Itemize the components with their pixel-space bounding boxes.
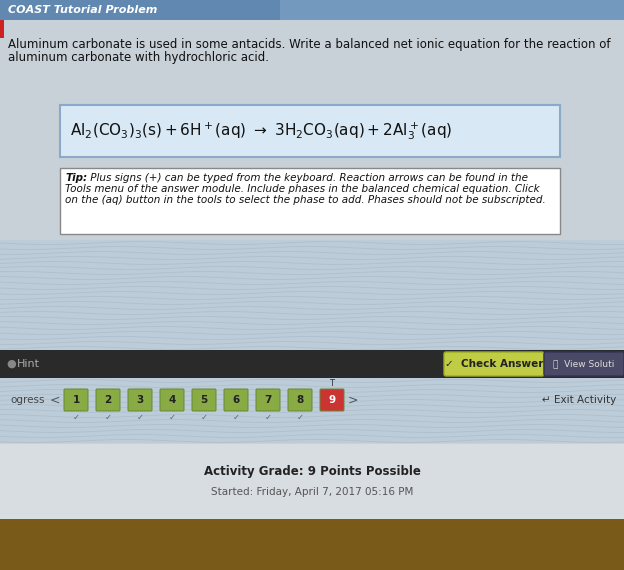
Text: 8: 8 [296,395,304,405]
Bar [0,444,624,519]
FancyBboxPatch shape [192,389,216,411]
Bar [0,378,624,443]
Text: Aluminum carbonate is used in some antacids. Write a balanced net ionic equation: Aluminum carbonate is used in some antac… [8,38,610,51]
Text: <: < [50,393,61,406]
Text: ✓: ✓ [104,413,112,421]
Text: 6: 6 [232,395,240,405]
Text: Started: Friday, April 7, 2017 05:16 PM: Started: Friday, April 7, 2017 05:16 PM [211,487,413,497]
Text: 5: 5 [200,395,208,405]
Bar [280,0,624,20]
FancyBboxPatch shape [544,352,624,376]
Bar [60,105,560,157]
Text: >: > [348,393,359,406]
Text: 🔍  View Soluti: 🔍 View Soluti [553,360,615,368]
Bar [0,240,624,350]
FancyBboxPatch shape [128,389,152,411]
Bar [0,0,624,20]
FancyBboxPatch shape [444,352,544,376]
Bar [0,519,624,570]
Bar [60,168,560,234]
Text: ✓: ✓ [200,413,208,421]
Text: ✓  Check Answer: ✓ Check Answer [445,359,543,369]
Text: ✓: ✓ [233,413,240,421]
Text: 4: 4 [168,395,176,405]
FancyBboxPatch shape [64,389,88,411]
Text: ✓: ✓ [137,413,144,421]
FancyBboxPatch shape [96,389,120,411]
FancyBboxPatch shape [288,389,312,411]
Text: 1: 1 [72,395,80,405]
Text: ✓: ✓ [265,413,271,421]
FancyBboxPatch shape [160,389,184,411]
Bar [0,20,4,38]
Text: ogress: ogress [10,395,44,405]
Text: ✓: ✓ [296,413,303,421]
Text: $\mathregular{Al_2(CO_3)_3(s)+6H^+(aq)\ \rightarrow\ 3H_2CO_3(aq)+2Al_3^+(aq)}$: $\mathregular{Al_2(CO_3)_3(s)+6H^+(aq)\ … [70,120,452,142]
FancyBboxPatch shape [320,389,344,411]
Text: ✓: ✓ [72,413,79,421]
Text: Hint: Hint [17,359,40,369]
Text: 3: 3 [137,395,144,405]
FancyBboxPatch shape [256,389,280,411]
Text: 2: 2 [104,395,112,405]
Text: Tools menu of the answer module. Include phases in the balanced chemical equatio: Tools menu of the answer module. Include… [65,184,540,194]
Text: T: T [329,380,334,389]
Text: ↵ Exit Activity: ↵ Exit Activity [542,395,616,405]
Text: ✓: ✓ [168,413,175,421]
Bar [0,350,624,378]
Text: Plus signs (+) can be typed from the keyboard. Reaction arrows can be found in t: Plus signs (+) can be typed from the key… [87,173,528,183]
Text: Activity Grade: 9 Points Possible: Activity Grade: 9 Points Possible [203,466,421,478]
Text: ●: ● [6,359,16,369]
Text: on the (aq) button in the tools to select the phase to add. Phases should not be: on the (aq) button in the tools to selec… [65,195,546,205]
Text: Tip:: Tip: [65,173,87,183]
FancyBboxPatch shape [224,389,248,411]
Text: COAST Tutorial Problem: COAST Tutorial Problem [8,5,157,15]
Text: 7: 7 [265,395,271,405]
Text: 9: 9 [328,395,336,405]
Text: aluminum carbonate with hydrochloric acid.: aluminum carbonate with hydrochloric aci… [8,51,269,64]
